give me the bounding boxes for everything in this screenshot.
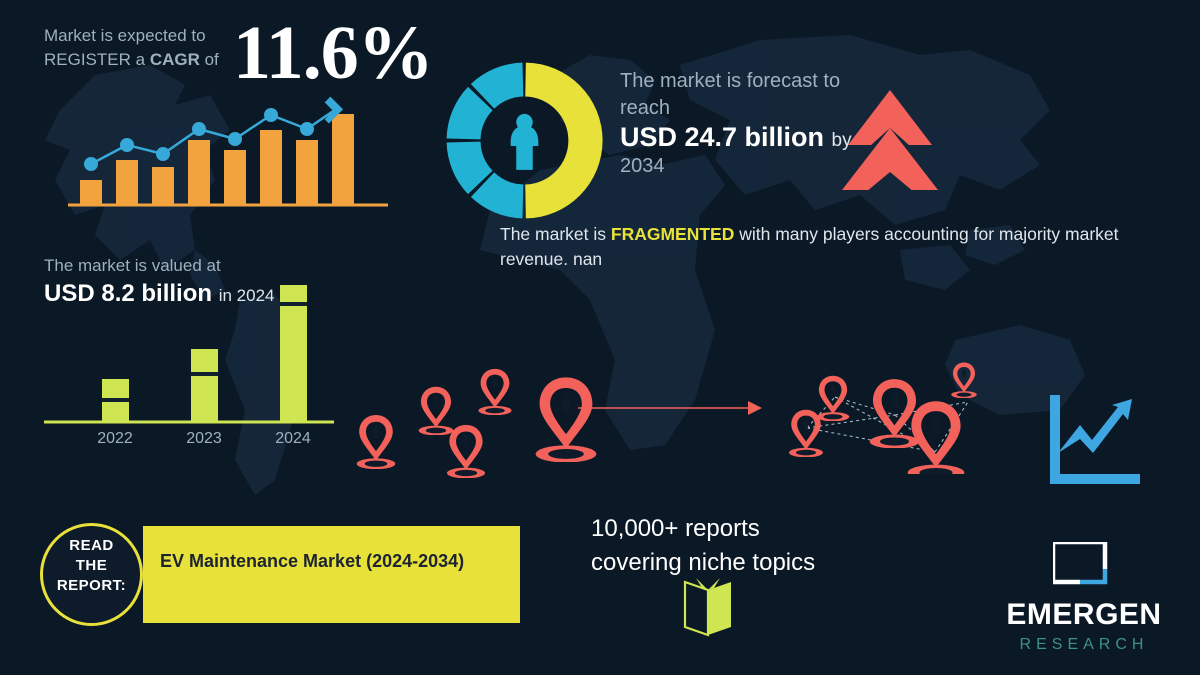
svg-text:2023: 2023	[186, 430, 222, 447]
svg-text:2024: 2024	[275, 430, 311, 447]
svg-text:2022: 2022	[97, 430, 133, 447]
